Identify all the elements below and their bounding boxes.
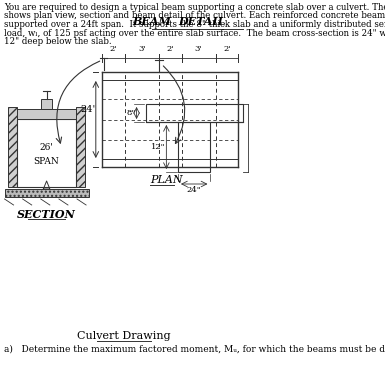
Bar	[5, 189, 89, 197]
Text: 2': 2'	[223, 45, 231, 53]
Text: 2': 2'	[110, 45, 117, 53]
Text: 26': 26'	[40, 143, 54, 152]
Text: BEAM: BEAM	[133, 16, 172, 27]
Text: a)   Determine the maximum factored moment, Mᵤ, for which the beams must be desi: a) Determine the maximum factored moment…	[4, 345, 385, 354]
Bar	[8, 107, 17, 187]
Text: 2': 2'	[166, 45, 174, 53]
Text: SECTION: SECTION	[17, 209, 76, 220]
Bar	[146, 104, 243, 122]
Text: PLAN: PLAN	[150, 175, 182, 185]
Text: shows plan view, section and beam detail of the culvert. Each reinforced concret: shows plan view, section and beam detail…	[4, 12, 385, 20]
Text: DETAIL: DETAIL	[178, 16, 226, 27]
Text: supported over a 24ft span.  It supports the 8" thick slab and a uniformly distr: supported over a 24ft span. It supports …	[4, 20, 385, 29]
Bar	[76, 107, 85, 187]
Text: 3': 3'	[195, 45, 203, 53]
Bar	[17, 109, 76, 119]
Text: 12": 12"	[151, 143, 166, 151]
Text: SPAN: SPAN	[34, 157, 60, 166]
Text: 8": 8"	[127, 109, 136, 117]
Bar	[178, 122, 210, 172]
Text: You are required to design a typical beam supporting a concrete slab over a culv: You are required to design a typical bea…	[4, 3, 385, 12]
Text: 24': 24'	[80, 105, 95, 115]
Text: load, wₗ, of 125 psf acting over the entire slab surface.  The beam cross-sectio: load, wₗ, of 125 psf acting over the ent…	[4, 28, 385, 38]
Text: 3': 3'	[138, 45, 146, 53]
Bar	[42, 99, 52, 109]
Text: Culvert Drawing: Culvert Drawing	[77, 331, 171, 341]
Text: 24": 24"	[187, 186, 202, 194]
Bar	[17, 119, 76, 187]
Text: 12" deep below the slab.: 12" deep below the slab.	[4, 37, 112, 46]
